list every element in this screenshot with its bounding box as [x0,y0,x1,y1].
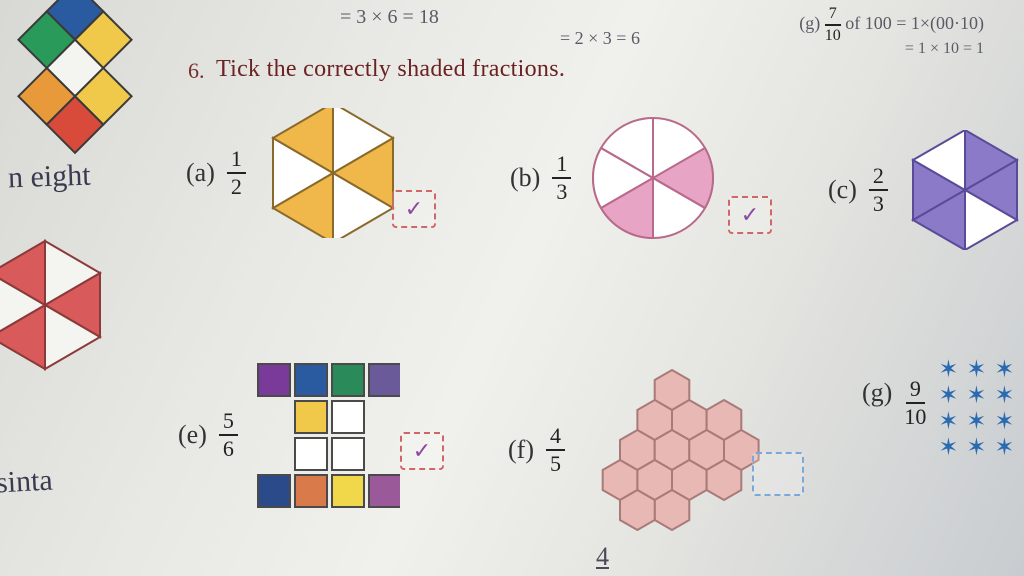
item-c-den: 3 [873,191,884,215]
hexagon-a-icon [258,108,408,238]
handwritten-eight: n eight [7,159,91,196]
hw3-suffix: of 100 = 1×(00·10) [845,13,984,33]
item-e: (e) 5 6 [178,360,400,510]
item-g: (g) 9 10 ✶✶✶✶✶✶✶✶✶✶✶✶✶✶✶✶✶ [862,378,1024,462]
left-top-shape-icon [0,0,160,160]
item-a-label: (a) [186,158,215,188]
checkbox-e[interactable]: ✓ [400,432,444,470]
item-b-fraction: 1 3 [552,153,571,203]
item-b-label: (b) [510,163,540,193]
circle-b-icon [583,108,723,248]
handwritten-four: 4 [596,542,609,572]
item-b-den: 3 [556,179,567,203]
handwritten-sinta: sinta [0,464,54,501]
grid-e-icon [250,360,400,510]
checkbox-f[interactable] [752,452,804,496]
check-a-mark: ✓ [405,196,423,222]
item-b-num: 1 [552,153,571,179]
handwritten-eq-4: = 1 × 10 = 1 [905,40,984,58]
check-e-mark: ✓ [413,438,431,464]
item-e-num: 5 [219,410,238,436]
item-e-den: 6 [223,436,234,460]
item-a-den: 2 [231,174,242,198]
item-c-label: (c) [828,175,857,205]
item-g-label: (g) [862,378,892,408]
item-e-fraction: 5 6 [219,410,238,460]
item-c: (c) 2 3 [828,130,1024,250]
honeycomb-f-icon [577,360,767,540]
item-c-num: 2 [869,165,888,191]
left-mid-hex-icon [0,230,130,380]
question-text: Tick the correctly shaded fractions. [216,56,565,83]
hw3-den: 10 [825,26,841,44]
handwritten-eq-1: = 3 × 6 = 18 [340,6,439,29]
item-f: (f) 4 5 [508,360,767,540]
handwritten-eq-3: (g) 7 10 of 100 = 1×(00·10) [799,6,984,44]
item-a-num: 1 [227,148,246,174]
check-b-mark: ✓ [741,202,759,228]
item-g-fraction: 9 10 [904,378,926,428]
checkbox-b[interactable]: ✓ [728,196,772,234]
hexagon-c-icon [900,130,1024,250]
hw3-frac: 7 10 [825,6,841,44]
item-f-num: 4 [546,425,565,451]
item-e-label: (e) [178,420,207,450]
item-g-den: 10 [904,404,926,428]
item-f-den: 5 [550,451,561,475]
hw3-num: 7 [825,6,841,26]
item-b: (b) 1 3 [510,108,723,248]
question-number: 6. [188,58,205,84]
item-f-fraction: 4 5 [546,425,565,475]
page-root: = 3 × 6 = 18 = 2 × 3 = 6 (g) 7 10 of 100… [0,0,1024,576]
left-fragment-mid [0,230,130,380]
checkbox-a[interactable]: ✓ [392,190,436,228]
hw3-prefix: (g) [799,13,820,33]
item-g-num: 9 [906,378,925,404]
item-a-fraction: 1 2 [227,148,246,198]
item-a: (a) 1 2 [186,108,408,238]
item-f-label: (f) [508,435,534,465]
handwritten-eq-2: = 2 × 3 = 6 [560,28,640,49]
item-c-fraction: 2 3 [869,165,888,215]
stars-g-icon: ✶✶✶✶✶✶✶✶✶✶✶✶✶✶✶✶✶ [938,358,1024,462]
left-fragment-top [0,0,160,160]
